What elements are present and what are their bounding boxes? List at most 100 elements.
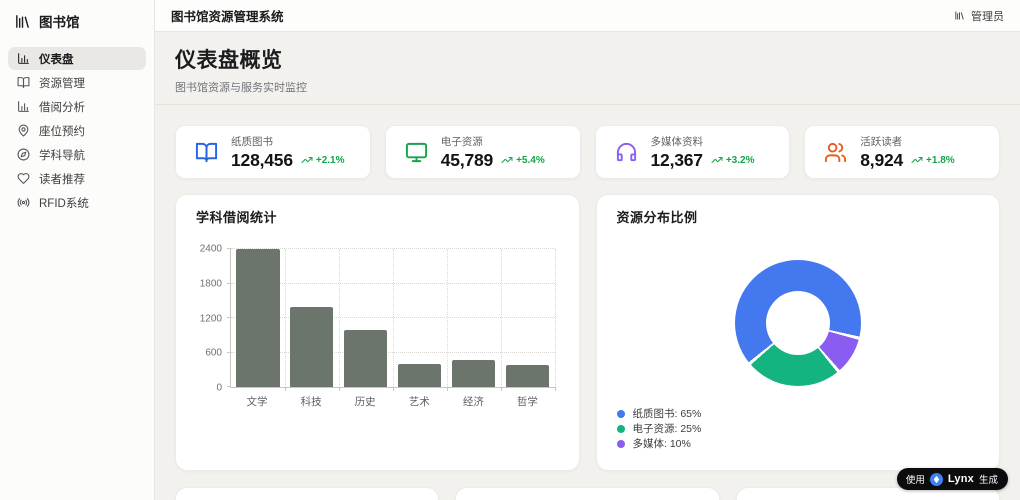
trending-up-icon xyxy=(301,157,313,163)
sidebar-item-borrow-analysis[interactable]: 借阅分析 xyxy=(8,95,146,118)
heart-icon xyxy=(17,173,30,184)
x-tick-label: 科技 xyxy=(300,396,322,408)
sidebar-item-rfid[interactable]: RFID系统 xyxy=(8,191,146,214)
sidebar-item-label: 资源管理 xyxy=(39,77,85,90)
sidebar-item-label: 借阅分析 xyxy=(39,101,85,114)
stat-label: 电子资源 xyxy=(440,135,483,148)
app-logo: 图书馆 xyxy=(0,0,154,43)
sidebar: 图书馆 仪表盘 资源管理 借阅分析 座位预约 学科导航 xyxy=(0,0,155,500)
bar-哲学 xyxy=(506,364,550,387)
library-icon xyxy=(955,11,964,20)
stat-card-e-resources: 电子资源 45,789 +5.4% xyxy=(384,125,581,179)
subject-borrow-chart-card: 学科借阅统计 0 600 1200 1800 2400 文学 科技 历史 艺术 经济 哲学 xyxy=(175,194,580,471)
sidebar-item-subject-nav[interactable]: 学科导航 xyxy=(8,143,146,166)
page-header: 仪表盘概览 图书馆资源与服务实时监控 xyxy=(155,32,1020,105)
donut-legend: 纸质图书: 65% 电子资源: 25% 多媒体: 10% xyxy=(616,408,980,450)
legend-label: 纸质图书: 65% xyxy=(632,408,702,420)
bar-科技 xyxy=(290,306,334,387)
x-tick-label: 艺术 xyxy=(408,396,430,408)
legend-item: 多媒体: 10% xyxy=(616,438,980,450)
sidebar-item-resources[interactable]: 资源管理 xyxy=(8,71,146,94)
x-tick-label: 历史 xyxy=(354,396,376,408)
compass-icon xyxy=(17,148,30,161)
stat-card-active-readers: 活跃读者 8,924 +1.8% xyxy=(804,125,1000,179)
stat-value: 45,789 xyxy=(440,149,494,170)
sidebar-item-label: RFID系统 xyxy=(39,197,89,210)
legend-label: 电子资源: 25% xyxy=(632,423,702,435)
bar-chart-icon xyxy=(18,53,29,64)
quick-actions-card: 快速操作 xyxy=(175,487,440,500)
monitor-icon xyxy=(405,141,428,164)
stats-row: 纸质图书 128,456 +2.1% xyxy=(175,125,1000,179)
stat-trend: +5.4% xyxy=(501,154,545,166)
sidebar-item-label: 仪表盘 xyxy=(39,53,74,66)
x-tick-label: 哲学 xyxy=(516,396,538,408)
lynx-generated-badge[interactable]: 使用 Lynx 生成 xyxy=(896,468,1008,490)
resource-distribution-chart-card: 资源分布比例 纸质图书: 65% 电子资源: 25% 多媒体: 10% xyxy=(595,194,1000,471)
app-title: 图书馆资源管理系统 xyxy=(171,10,284,24)
stat-value: 128,456 xyxy=(231,149,293,170)
stat-label: 纸质图书 xyxy=(231,135,273,148)
stat-value: 8,924 xyxy=(860,149,904,170)
bottom-row: 快速操作 系统状态 最近通知 xyxy=(175,487,1000,500)
stat-trend: +2.1% xyxy=(301,154,345,166)
sidebar-nav: 仪表盘 资源管理 借阅分析 座位预约 学科导航 读者推荐 xyxy=(0,43,154,218)
bar-plot-area xyxy=(227,248,556,391)
lynx-gem-icon xyxy=(929,472,943,486)
legend-item: 电子资源: 25% xyxy=(616,423,980,435)
badge-prefix: 使用 xyxy=(905,475,925,486)
donut-chart xyxy=(734,260,861,386)
map-pin-icon xyxy=(18,124,29,137)
app-logo-label: 图书馆 xyxy=(39,15,80,30)
legend-label: 多媒体: 10% xyxy=(632,438,691,450)
headphones-icon xyxy=(615,141,638,164)
user-menu[interactable]: 管理员 xyxy=(954,8,1004,24)
page-title: 仪表盘概览 xyxy=(175,48,283,72)
page-subtitle: 图书馆资源与服务实时监控 xyxy=(175,82,307,94)
sidebar-item-dashboard[interactable]: 仪表盘 xyxy=(8,47,146,70)
bar-艺术 xyxy=(398,364,442,387)
sidebar-item-label: 学科导航 xyxy=(39,149,85,162)
legend-dot xyxy=(616,439,625,448)
chart-title: 资源分布比例 xyxy=(616,210,698,225)
sidebar-item-reader-recommend[interactable]: 读者推荐 xyxy=(8,167,146,190)
bar-经济 xyxy=(452,359,496,387)
sidebar-item-label: 读者推荐 xyxy=(39,173,85,186)
badge-suffix: 生成 xyxy=(978,475,998,486)
badge-brand: Lynx xyxy=(947,473,974,485)
trending-up-icon xyxy=(501,157,513,163)
user-name: 管理员 xyxy=(971,10,1004,23)
stat-label: 多媒体资料 xyxy=(650,135,704,148)
sidebar-item-seat-booking[interactable]: 座位预约 xyxy=(8,119,146,142)
stat-label: 活跃读者 xyxy=(860,135,903,148)
topbar: 图书馆资源管理系统 管理员 xyxy=(155,0,1020,32)
bar-chart-icon xyxy=(18,101,29,112)
x-tick-label: 经济 xyxy=(462,396,484,408)
stat-card-paper-books: 纸质图书 128,456 +2.1% xyxy=(175,125,371,179)
library-icon xyxy=(16,14,29,28)
system-status-card: 系统状态 xyxy=(455,487,720,500)
trending-up-icon xyxy=(911,157,923,163)
main-column: 图书馆资源管理系统 管理员 仪表盘概览 图书馆资源与服务实时监控 纸质图书 xyxy=(155,0,1020,500)
sidebar-item-label: 座位预约 xyxy=(39,125,85,138)
stat-card-multimedia: 多媒体资料 12,367 +3.2% xyxy=(594,125,791,179)
users-icon xyxy=(824,141,847,164)
legend-dot xyxy=(616,424,625,433)
book-open-icon xyxy=(17,77,30,88)
bar-文学 xyxy=(236,249,280,387)
stat-trend: +1.8% xyxy=(911,154,955,166)
charts-row: 学科借阅统计 0 600 1200 1800 2400 文学 科技 历史 艺术 经济 哲学 资源分… xyxy=(175,194,1000,471)
x-tick-label: 文学 xyxy=(246,396,268,408)
legend-dot xyxy=(616,409,625,418)
chart-title: 学科借阅统计 xyxy=(196,210,278,225)
x-axis-labels: 文学 科技 历史 艺术 经济 哲学 xyxy=(230,394,555,409)
y-axis-labels: 0 600 1200 1800 2400 xyxy=(199,243,222,394)
stat-value: 12,367 xyxy=(650,149,704,170)
dashboard-content: 仪表盘概览 图书馆资源与服务实时监控 纸质图书 128,456 xyxy=(155,32,1020,500)
radio-icon xyxy=(17,198,30,207)
subject-bar-chart: 0 600 1200 1800 2400 文学 科技 历史 艺术 经济 哲学 xyxy=(196,243,559,409)
stat-trend: +3.2% xyxy=(711,154,754,166)
trending-up-icon xyxy=(711,157,723,163)
legend-item: 纸质图书: 65% xyxy=(616,408,980,420)
